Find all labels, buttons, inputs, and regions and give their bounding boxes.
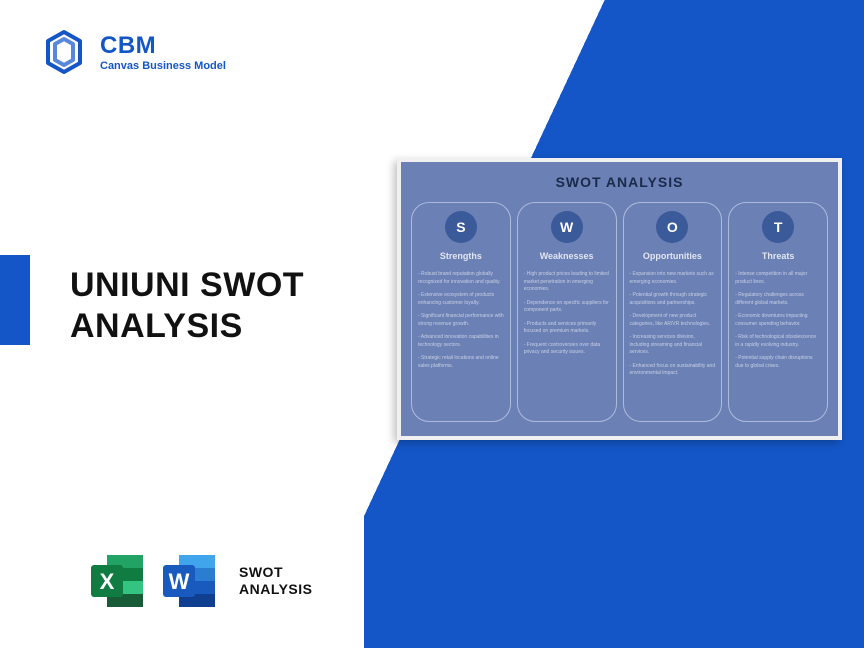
swot-col-threats: T Threats - Intense competition in all m… <box>728 202 828 422</box>
swot-letter-o: O <box>656 211 688 243</box>
swot-letter-w: W <box>551 211 583 243</box>
format-label-line-1: SWOT <box>239 564 313 581</box>
page-title: UNIUNI SWOT ANALYSIS <box>70 265 304 347</box>
swot-panel: SWOT ANALYSIS S Strengths - Robust brand… <box>397 158 842 440</box>
swot-label-strengths: Strengths <box>418 251 504 261</box>
word-icon: W <box>157 549 221 613</box>
swot-items-opportunities: - Expansion into new markets such as eme… <box>630 271 716 378</box>
swot-letter-t: T <box>762 211 794 243</box>
title-line-1: UNIUNI SWOT <box>70 265 304 306</box>
svg-text:X: X <box>100 569 115 594</box>
swot-label-opportunities: Opportunities <box>630 251 716 261</box>
logo-title: CBM <box>100 32 226 60</box>
left-accent-bar <box>0 255 30 345</box>
swot-label-weaknesses: Weaknesses <box>524 251 610 261</box>
swot-items-threats: - Intense competition in all major produ… <box>735 271 821 370</box>
swot-col-opportunities: O Opportunities - Expansion into new mar… <box>623 202 723 422</box>
cbm-logo-icon <box>40 28 88 76</box>
logo-text: CBM Canvas Business Model <box>100 32 226 72</box>
swot-items-strengths: - Robust brand reputation globally recog… <box>418 271 504 370</box>
swot-panel-title: SWOT ANALYSIS <box>411 174 828 190</box>
logo-subtitle: Canvas Business Model <box>100 60 226 72</box>
excel-icon: X <box>85 549 149 613</box>
svg-text:W: W <box>169 569 190 594</box>
swot-items-weaknesses: - High product prices leading to limited… <box>524 271 610 357</box>
swot-col-strengths: S Strengths - Robust brand reputation gl… <box>411 202 511 422</box>
format-label: SWOT ANALYSIS <box>239 564 313 598</box>
format-label-line-2: ANALYSIS <box>239 581 313 598</box>
title-line-2: ANALYSIS <box>70 306 304 347</box>
swot-label-threats: Threats <box>735 251 821 261</box>
swot-letter-s: S <box>445 211 477 243</box>
format-icons: X W SWOT ANALYSIS <box>85 549 313 613</box>
logo-area: CBM Canvas Business Model <box>40 28 226 76</box>
swot-col-weaknesses: W Weaknesses - High product prices leadi… <box>517 202 617 422</box>
swot-columns: S Strengths - Robust brand reputation gl… <box>411 202 828 422</box>
